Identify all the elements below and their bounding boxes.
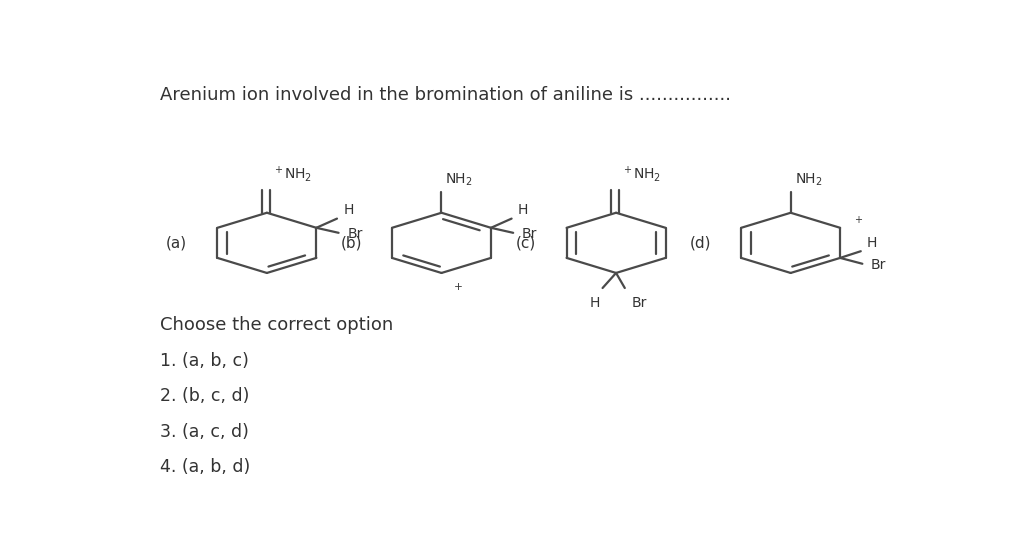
Text: H: H xyxy=(590,296,600,311)
Text: 1. (a, b, c): 1. (a, b, c) xyxy=(160,351,249,370)
Text: 4. (a, b, d): 4. (a, b, d) xyxy=(160,458,250,476)
Text: 2. (b, c, d): 2. (b, c, d) xyxy=(160,387,249,405)
Text: (c): (c) xyxy=(515,235,536,250)
Text: (a): (a) xyxy=(166,235,187,250)
Text: H: H xyxy=(867,236,878,250)
Text: NH$_2$: NH$_2$ xyxy=(795,171,822,188)
Text: Arenium ion involved in the bromination of aniline is ................: Arenium ion involved in the bromination … xyxy=(160,86,731,104)
Text: (b): (b) xyxy=(341,235,362,250)
Text: Br: Br xyxy=(871,258,887,273)
Text: Br: Br xyxy=(522,227,538,241)
Text: $^+$NH$_2$: $^+$NH$_2$ xyxy=(621,165,660,184)
Text: NH$_2$: NH$_2$ xyxy=(445,171,473,188)
Text: Choose the correct option: Choose the correct option xyxy=(160,316,393,334)
Text: $^+$: $^+$ xyxy=(852,214,863,229)
Text: (d): (d) xyxy=(690,235,712,250)
Text: $^+$NH$_2$: $^+$NH$_2$ xyxy=(271,165,311,184)
Text: H: H xyxy=(518,203,528,217)
Text: H: H xyxy=(343,203,353,217)
Text: Br: Br xyxy=(347,227,362,241)
Text: Br: Br xyxy=(632,296,647,311)
Text: $^+$: $^+$ xyxy=(452,282,463,297)
Text: 3. (a, c, d): 3. (a, c, d) xyxy=(160,422,249,440)
